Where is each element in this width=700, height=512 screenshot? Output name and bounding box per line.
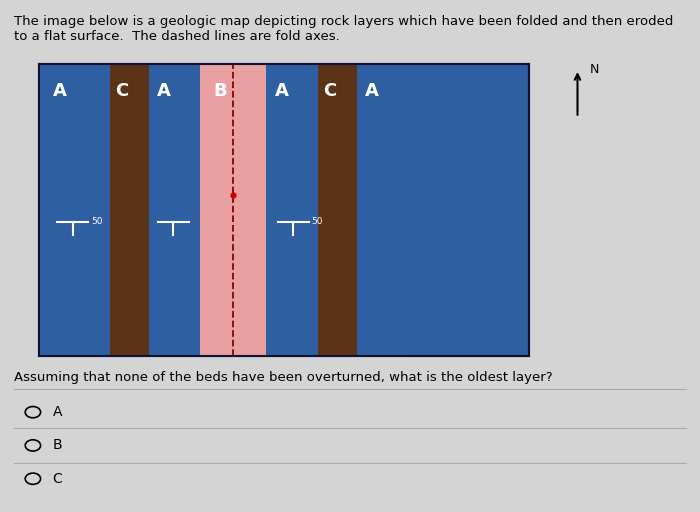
Text: A: A (158, 82, 171, 100)
Text: B: B (52, 438, 62, 453)
Bar (318, 64, 357, 356)
Bar (38, 64, 528, 356)
Bar (148, 64, 200, 356)
Bar (38, 64, 528, 356)
Text: 50: 50 (91, 217, 102, 226)
Bar (38, 64, 110, 356)
Bar (200, 64, 266, 356)
Text: 50: 50 (312, 217, 323, 226)
Text: C: C (115, 82, 128, 100)
Text: A: A (53, 82, 66, 100)
Bar (109, 64, 148, 356)
Text: A: A (52, 405, 62, 419)
Text: Assuming that none of the beds have been overturned, what is the oldest layer?: Assuming that none of the beds have been… (14, 371, 552, 384)
Text: N: N (590, 62, 599, 76)
Text: B: B (214, 82, 227, 100)
Text: C: C (52, 472, 62, 486)
Bar (357, 64, 406, 356)
Bar (266, 64, 318, 356)
Text: The image below is a geologic map depicting rock layers which have been folded a: The image below is a geologic map depict… (14, 15, 673, 44)
Text: C: C (323, 82, 336, 100)
Text: A: A (365, 82, 379, 100)
Text: A: A (275, 82, 288, 100)
